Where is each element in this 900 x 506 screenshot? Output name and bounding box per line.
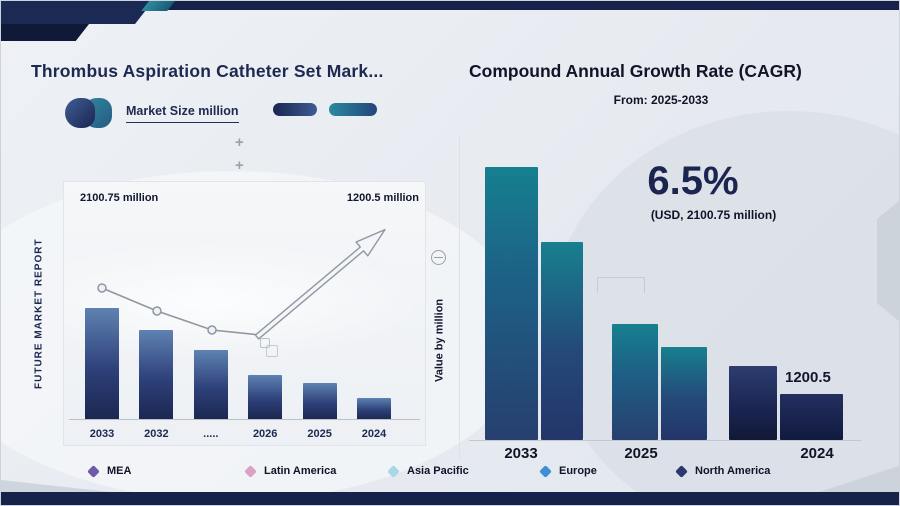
bottom-right-corner-decoration bbox=[819, 466, 899, 492]
circle-minus-icon bbox=[431, 250, 446, 265]
annotation-2033-value: 2100.75 million bbox=[80, 192, 159, 204]
right-x-label-2025: 2025 bbox=[624, 445, 658, 462]
cagr-bar-2033-2 bbox=[541, 242, 583, 440]
legend-label: MEA bbox=[107, 465, 132, 477]
market-size-bar-..... bbox=[193, 350, 228, 420]
cagr-bar-2033-1 bbox=[485, 167, 538, 440]
left-x-label-2024: 2024 bbox=[361, 428, 387, 440]
market-size-bar-2024 bbox=[357, 398, 391, 420]
legend-label: Asia Pacific bbox=[407, 465, 469, 477]
market-size-icon bbox=[65, 97, 113, 129]
north-america-diamond-icon bbox=[675, 464, 688, 478]
pill-teal-icon bbox=[329, 103, 377, 116]
latin-america-diamond-icon bbox=[244, 464, 257, 478]
legend-item-europe: Europe bbox=[539, 464, 597, 478]
panel-divider bbox=[459, 136, 460, 461]
bottom-frame-bar bbox=[1, 492, 899, 505]
asia-pacific-diamond-icon bbox=[387, 464, 400, 478]
cagr-bar-2024-1 bbox=[729, 366, 777, 440]
legend-label: Europe bbox=[559, 465, 597, 477]
left-x-label-2026: 2026 bbox=[252, 428, 278, 440]
cagr-title: Compound Annual Growth Rate (CAGR) bbox=[469, 61, 802, 81]
ratio-pills-decoration bbox=[273, 103, 377, 116]
left-bars-container bbox=[64, 182, 425, 445]
legend-label: North America bbox=[695, 465, 771, 477]
top-left-step-decoration bbox=[1, 1, 154, 24]
right-x-labels: 2033 2025 2024 bbox=[469, 445, 861, 465]
mea-diamond-icon bbox=[87, 464, 100, 478]
cagr-subtitle: From: 2025-2033 bbox=[613, 93, 709, 107]
left-chart-title: Thrombus Aspiration Catheter Set Mark... bbox=[31, 61, 384, 81]
cagr-value: 6.5% bbox=[647, 159, 739, 203]
market-size-bar-2032 bbox=[139, 330, 174, 420]
trend-line bbox=[97, 283, 261, 336]
left-x-label-2032: 2032 bbox=[144, 428, 169, 440]
value-by-million-label: Value by million bbox=[433, 298, 446, 383]
market-size-bar-2033 bbox=[85, 308, 119, 420]
annotation-2024-value: 1200.5 million bbox=[346, 192, 419, 204]
region-legend: MEA Latin America Asia Pacific Europe North … bbox=[1, 464, 899, 487]
trend-line-arrow bbox=[97, 228, 386, 340]
europe-diamond-icon bbox=[539, 464, 552, 478]
small-squares-decoration bbox=[260, 338, 278, 357]
cagr-chart: 1200.5 bbox=[469, 149, 861, 441]
x-axis-line bbox=[69, 419, 420, 420]
right-x-label-2033: 2033 bbox=[504, 445, 538, 462]
legend-item-latin-america: Latin America bbox=[244, 464, 337, 478]
cagr-bar-2025-1 bbox=[612, 324, 658, 440]
market-size-bar-2026 bbox=[248, 375, 283, 420]
right-x-label-2024: 2024 bbox=[800, 445, 834, 462]
cagr-bar-2024-2 bbox=[780, 394, 843, 440]
plus-icon: + bbox=[235, 157, 244, 174]
left-x-label-.....: ..... bbox=[203, 428, 219, 440]
left-x-labels: 2033 2032..... 2026 2025 2024 bbox=[64, 423, 425, 445]
market-size-label: Market Size million bbox=[126, 104, 239, 123]
cagr-caption: (USD, 2100.75 million) bbox=[650, 208, 777, 222]
legend-label: Latin America bbox=[264, 465, 337, 477]
legend-item-mea: MEA bbox=[87, 464, 132, 478]
top-frame-bar bbox=[1, 1, 899, 10]
plus-icon: + bbox=[235, 134, 244, 151]
market-size-bar-2025 bbox=[302, 383, 337, 420]
market-size-chart: 2100.75 million 1200.5 million 2033 2032.… bbox=[63, 181, 426, 446]
market-size-legend: Market Size million bbox=[65, 97, 239, 129]
legend-item-asia-pacific: Asia Pacific bbox=[387, 464, 469, 478]
legend-item-north-america: North America bbox=[675, 464, 771, 478]
bracket-decoration bbox=[597, 277, 645, 293]
pill-navy-icon bbox=[273, 103, 317, 116]
right-edge-decoration bbox=[877, 201, 899, 321]
left-x-label-2033: 2033 bbox=[89, 428, 115, 440]
growth-arrow-icon bbox=[254, 228, 386, 340]
annotation-1200-5: 1200.5 bbox=[785, 369, 831, 386]
left-x-label-2025: 2025 bbox=[307, 428, 332, 440]
cagr-bar-2025-2 bbox=[661, 347, 707, 440]
future-market-report-label: FUTURE MARKET REPORT bbox=[33, 238, 45, 389]
